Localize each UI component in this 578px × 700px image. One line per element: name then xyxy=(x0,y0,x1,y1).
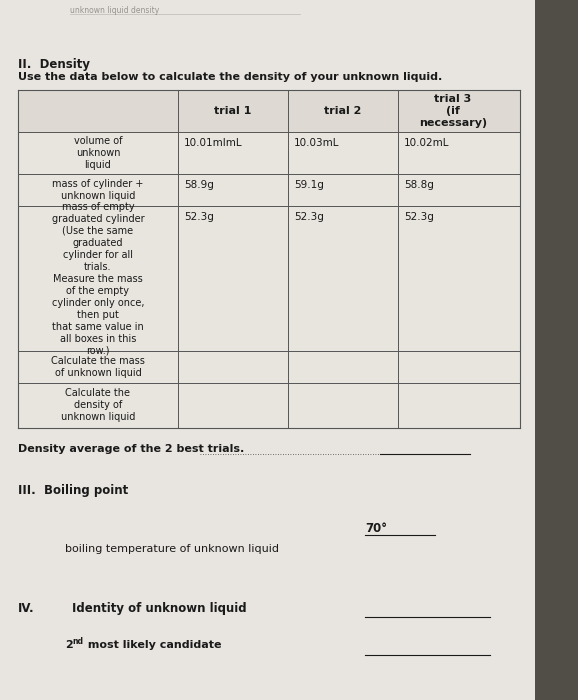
Text: III.  Boiling point: III. Boiling point xyxy=(18,484,128,497)
Text: mass of cylinder +
unknown liquid: mass of cylinder + unknown liquid xyxy=(53,179,144,201)
Text: 2: 2 xyxy=(65,640,73,650)
Text: unknown liquid density: unknown liquid density xyxy=(70,6,160,15)
Text: trial 2: trial 2 xyxy=(324,106,362,116)
Text: Density average of the 2 best trials.: Density average of the 2 best trials. xyxy=(18,444,252,454)
Text: boiling temperature of unknown liquid: boiling temperature of unknown liquid xyxy=(65,544,279,554)
Text: 70°: 70° xyxy=(365,522,387,535)
Text: 59.1g: 59.1g xyxy=(294,180,324,190)
Text: mass of empty
graduated cylinder
(Use the same
graduated
cylinder for all
trials: mass of empty graduated cylinder (Use th… xyxy=(51,202,144,356)
Text: II.  Density: II. Density xyxy=(18,58,90,71)
Text: Calculate the mass
of unknown liquid: Calculate the mass of unknown liquid xyxy=(51,356,145,378)
Text: 52.3g: 52.3g xyxy=(404,212,434,222)
Text: 52.3g: 52.3g xyxy=(184,212,214,222)
Text: trial 1: trial 1 xyxy=(214,106,251,116)
Text: 52.3g: 52.3g xyxy=(294,212,324,222)
Text: 10.01mlmL: 10.01mlmL xyxy=(184,138,243,148)
Text: Calculate the
density of
unknown liquid: Calculate the density of unknown liquid xyxy=(61,389,135,423)
Bar xyxy=(18,90,520,428)
Text: Use the data below to calculate the density of your unknown liquid.: Use the data below to calculate the dens… xyxy=(18,72,442,82)
Text: 10.03mL: 10.03mL xyxy=(294,138,339,148)
Text: Identity of unknown liquid: Identity of unknown liquid xyxy=(72,602,247,615)
Text: nd: nd xyxy=(72,637,83,646)
Text: 58.8g: 58.8g xyxy=(404,180,434,190)
Text: IV.: IV. xyxy=(18,602,35,615)
Text: 10.02mL: 10.02mL xyxy=(404,138,450,148)
Text: most likely candidate: most likely candidate xyxy=(84,640,221,650)
Bar xyxy=(535,0,578,700)
Text: 58.9g: 58.9g xyxy=(184,180,214,190)
Text: volume of
unknown
liquid: volume of unknown liquid xyxy=(74,136,123,170)
Bar xyxy=(18,90,520,132)
Text: trial 3
(if
necessary): trial 3 (if necessary) xyxy=(419,94,487,128)
